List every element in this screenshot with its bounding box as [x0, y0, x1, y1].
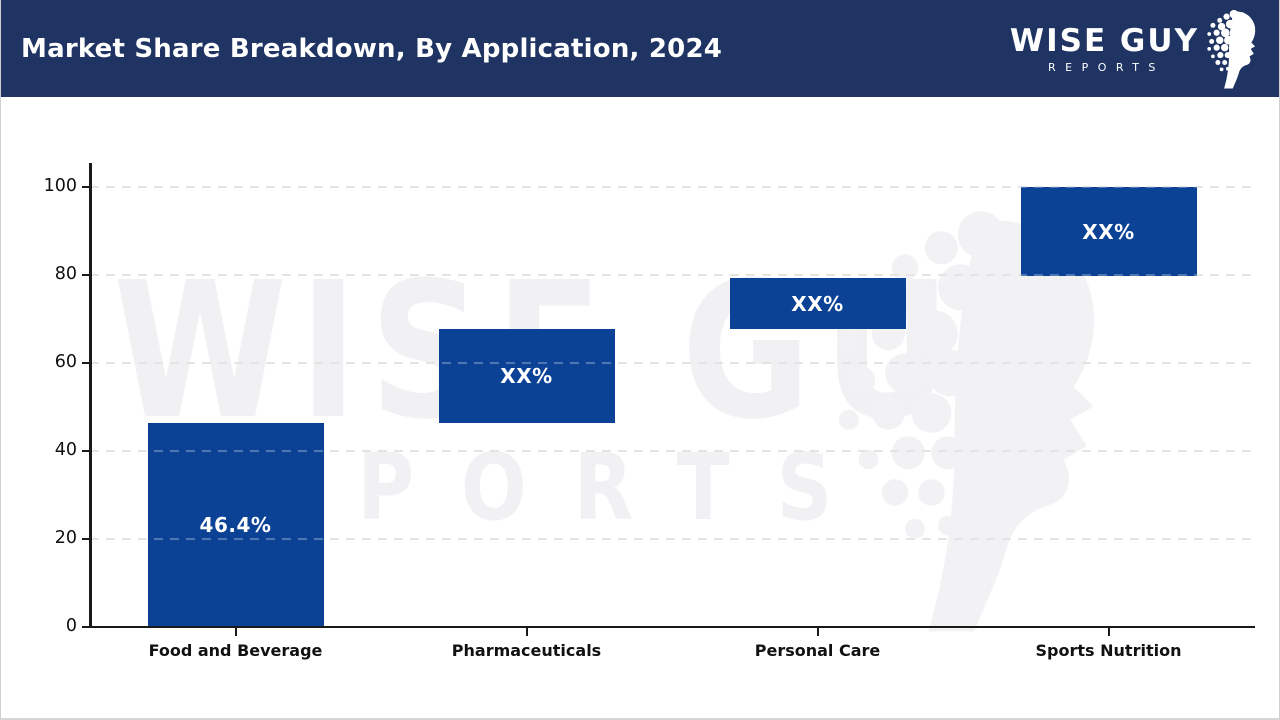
gridline-60	[90, 362, 1254, 364]
bar-food-and-beverage: 46.4%	[147, 422, 324, 627]
x-category-label-sports-nutrition: Sports Nutrition	[1035, 641, 1182, 660]
bar-pharmaceuticals: XX%	[438, 329, 615, 423]
x-category-label-pharmaceuticals: Pharmaceuticals	[451, 641, 602, 660]
y-tick-label-40: 40	[54, 440, 77, 460]
y-tick-20	[82, 538, 90, 540]
y-tick-60	[82, 362, 90, 364]
watermark-face-icon	[838, 211, 1095, 632]
bar-value-label-food-and-beverage: 46.4%	[199, 512, 272, 537]
bar-value-label-pharmaceuticals: XX%	[500, 363, 553, 388]
page-title: Market Share Breakdown, By Application, …	[21, 33, 723, 64]
gridline-overlay-40	[90, 450, 1254, 452]
y-tick-label-0: 0	[65, 616, 77, 636]
y-tick-0	[82, 626, 90, 628]
y-tick-label-100: 100	[43, 176, 77, 196]
x-tick-food-and-beverage	[234, 628, 237, 636]
logo-subtitle: REPORTS	[1047, 60, 1165, 74]
gridline-40	[90, 450, 1254, 452]
y-axis-line	[89, 163, 92, 628]
bar-value-label-sports-nutrition: XX%	[1082, 219, 1135, 244]
gridline-overlay-60	[90, 362, 1254, 364]
y-tick-100	[82, 186, 90, 188]
gridline-overlay-100	[90, 186, 1254, 188]
logo-text: WISE GUY REPORTS	[1009, 22, 1199, 74]
x-tick-personal-care	[816, 628, 819, 636]
gridline-100	[90, 186, 1254, 188]
logo-wordmark: WISE GUY	[1009, 22, 1199, 59]
dotted-face-logo-icon	[1207, 9, 1256, 89]
y-tick-80	[82, 274, 90, 276]
y-tick-40	[82, 450, 90, 452]
gridline-overlay-20	[90, 538, 1254, 540]
gridline-80	[90, 274, 1254, 276]
bar-personal-care: XX%	[729, 278, 906, 330]
x-category-label-personal-care: Personal Care	[754, 641, 881, 660]
bar-value-label-personal-care: XX%	[791, 291, 844, 316]
x-tick-pharmaceuticals	[525, 628, 528, 636]
gridline-overlay-80	[90, 274, 1254, 276]
y-tick-label-60: 60	[54, 352, 77, 372]
y-tick-label-20: 20	[54, 528, 77, 548]
header-bar: Market Share Breakdown, By Application, …	[1, 0, 1279, 97]
x-category-label-food-and-beverage: Food and Beverage	[148, 641, 323, 660]
y-tick-label-80: 80	[54, 264, 77, 284]
x-tick-sports-nutrition	[1107, 628, 1110, 636]
wise-guy-reports-logo: WISE GUY REPORTS	[1010, 8, 1265, 90]
bar-sports-nutrition: XX%	[1020, 187, 1197, 277]
gridline-20	[90, 538, 1254, 540]
x-axis-line	[89, 625, 1255, 628]
